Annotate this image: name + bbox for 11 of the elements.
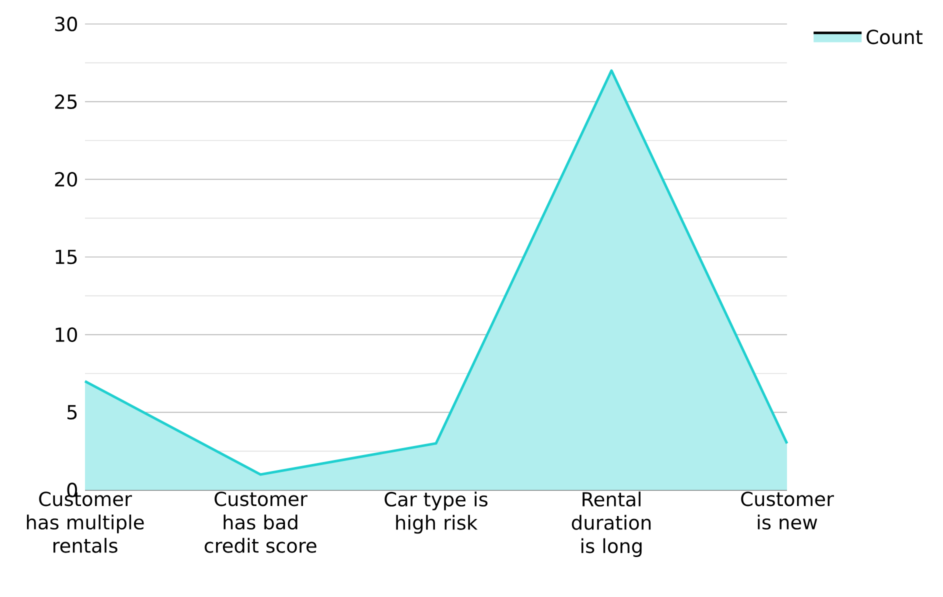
legend-label: Count [866, 30, 922, 44]
x-tick-label: Car type is high risk [384, 492, 488, 534]
x-tick-label: Customer is new [741, 492, 834, 530]
y-tick-label: 30 [55, 16, 78, 32]
y-tick-label: 5 [67, 405, 77, 420]
x-tick-label: Rental duration is long [572, 492, 651, 557]
x-tick-label: Customer has bad credit score [204, 492, 316, 553]
y-tick-label: 15 [56, 250, 77, 264]
y-tick-label: 25 [55, 94, 77, 109]
y-tick-label: 20 [55, 172, 78, 187]
y-tick-label: 10 [56, 327, 78, 342]
